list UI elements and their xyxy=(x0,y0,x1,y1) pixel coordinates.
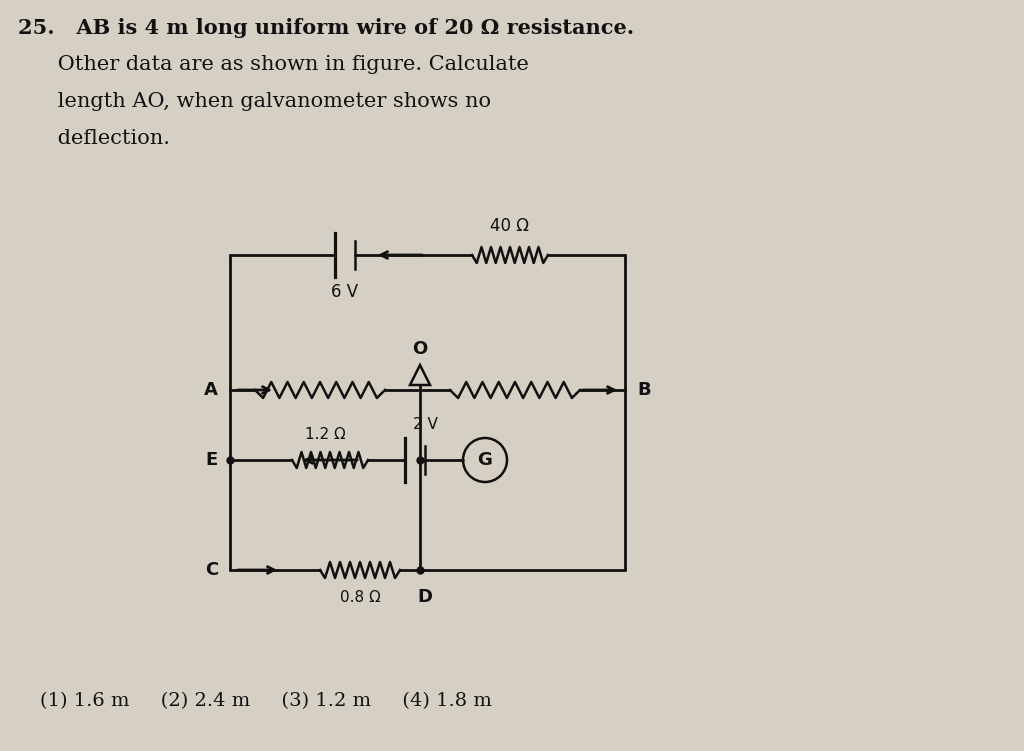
Text: 0.8 Ω: 0.8 Ω xyxy=(340,590,380,605)
Text: 2 V: 2 V xyxy=(413,417,437,432)
Text: G: G xyxy=(477,451,493,469)
Text: E: E xyxy=(206,451,218,469)
Text: C: C xyxy=(205,561,218,579)
Text: length AO, when galvanometer shows no: length AO, when galvanometer shows no xyxy=(18,92,490,111)
Text: 1.2 Ω: 1.2 Ω xyxy=(304,427,345,442)
Text: 40 Ω: 40 Ω xyxy=(490,217,529,235)
Text: (1) 1.6 m     (2) 2.4 m     (3) 1.2 m     (4) 1.8 m: (1) 1.6 m (2) 2.4 m (3) 1.2 m (4) 1.8 m xyxy=(40,692,492,710)
Text: B: B xyxy=(637,381,650,399)
Text: A: A xyxy=(204,381,218,399)
Text: 6 V: 6 V xyxy=(332,283,358,301)
Text: deflection.: deflection. xyxy=(18,129,170,148)
Text: O: O xyxy=(413,340,428,358)
Text: Other data are as shown in figure. Calculate: Other data are as shown in figure. Calcu… xyxy=(18,55,528,74)
Text: D: D xyxy=(418,588,432,606)
Text: 25.   AB is 4 m long uniform wire of 20 Ω resistance.: 25. AB is 4 m long uniform wire of 20 Ω … xyxy=(18,18,634,38)
